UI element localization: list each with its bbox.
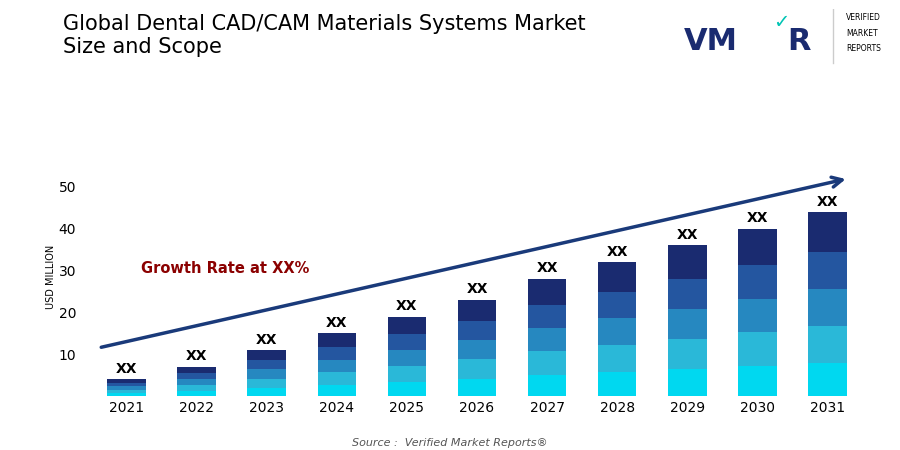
Bar <box>738 333 777 366</box>
Bar <box>248 350 286 360</box>
Text: VERIFIED: VERIFIED <box>846 14 881 22</box>
Bar <box>318 372 356 385</box>
Bar <box>808 289 847 326</box>
Bar <box>527 305 566 328</box>
Bar <box>248 388 286 396</box>
Text: XX: XX <box>677 228 698 242</box>
Bar <box>668 309 706 339</box>
Y-axis label: USD MILLION: USD MILLION <box>46 245 56 309</box>
Bar <box>107 386 146 390</box>
Text: XX: XX <box>607 245 628 259</box>
Bar <box>248 378 286 388</box>
Text: MARKET: MARKET <box>846 29 878 38</box>
Text: Source :  Verified Market Reports®: Source : Verified Market Reports® <box>352 437 548 447</box>
Text: XX: XX <box>536 261 558 275</box>
Text: VM: VM <box>684 27 738 56</box>
Text: XX: XX <box>396 299 418 313</box>
Bar <box>388 350 427 366</box>
Bar <box>388 382 427 396</box>
Bar <box>248 369 286 378</box>
Text: XX: XX <box>466 283 488 297</box>
Bar <box>598 372 636 396</box>
Bar <box>318 333 356 347</box>
Bar <box>668 339 706 369</box>
Bar <box>808 212 847 252</box>
Text: Growth Rate at XX%: Growth Rate at XX% <box>140 261 309 275</box>
Text: ✓: ✓ <box>773 14 789 32</box>
Bar <box>527 328 566 351</box>
Bar <box>248 360 286 369</box>
Bar <box>668 369 706 396</box>
Text: Global Dental CAD/CAM Materials Systems Market
Size and Scope: Global Dental CAD/CAM Materials Systems … <box>63 14 586 57</box>
Bar <box>177 379 216 385</box>
Bar <box>107 393 146 396</box>
Bar <box>318 360 356 372</box>
Bar <box>808 252 847 289</box>
Bar <box>527 279 566 305</box>
Bar <box>177 391 216 396</box>
Bar <box>598 345 636 372</box>
Bar <box>458 379 496 396</box>
Text: XX: XX <box>256 333 277 346</box>
Bar <box>527 375 566 396</box>
Bar <box>738 266 777 299</box>
Bar <box>318 385 356 396</box>
Bar <box>458 321 496 340</box>
Text: XX: XX <box>186 349 207 363</box>
Bar <box>527 351 566 375</box>
Bar <box>107 383 146 386</box>
Bar <box>808 363 847 396</box>
Bar <box>458 340 496 360</box>
Bar <box>177 385 216 391</box>
Text: XX: XX <box>816 194 838 208</box>
Bar <box>388 366 427 382</box>
Bar <box>738 299 777 333</box>
Bar <box>107 379 146 383</box>
Bar <box>668 279 706 309</box>
Bar <box>598 292 636 318</box>
Bar <box>318 347 356 360</box>
Text: R: R <box>787 27 811 56</box>
Bar <box>808 326 847 363</box>
Bar <box>598 262 636 292</box>
Text: XX: XX <box>747 212 768 225</box>
Bar <box>177 367 216 373</box>
Bar <box>177 373 216 379</box>
Bar <box>738 229 777 266</box>
Bar <box>458 360 496 379</box>
Bar <box>107 390 146 393</box>
Bar <box>388 316 427 334</box>
Text: XX: XX <box>326 316 347 330</box>
Text: REPORTS: REPORTS <box>846 44 881 53</box>
Text: XX: XX <box>116 362 138 376</box>
Bar <box>598 318 636 345</box>
Bar <box>668 245 706 279</box>
Bar <box>458 300 496 321</box>
Bar <box>388 334 427 350</box>
Bar <box>738 366 777 396</box>
